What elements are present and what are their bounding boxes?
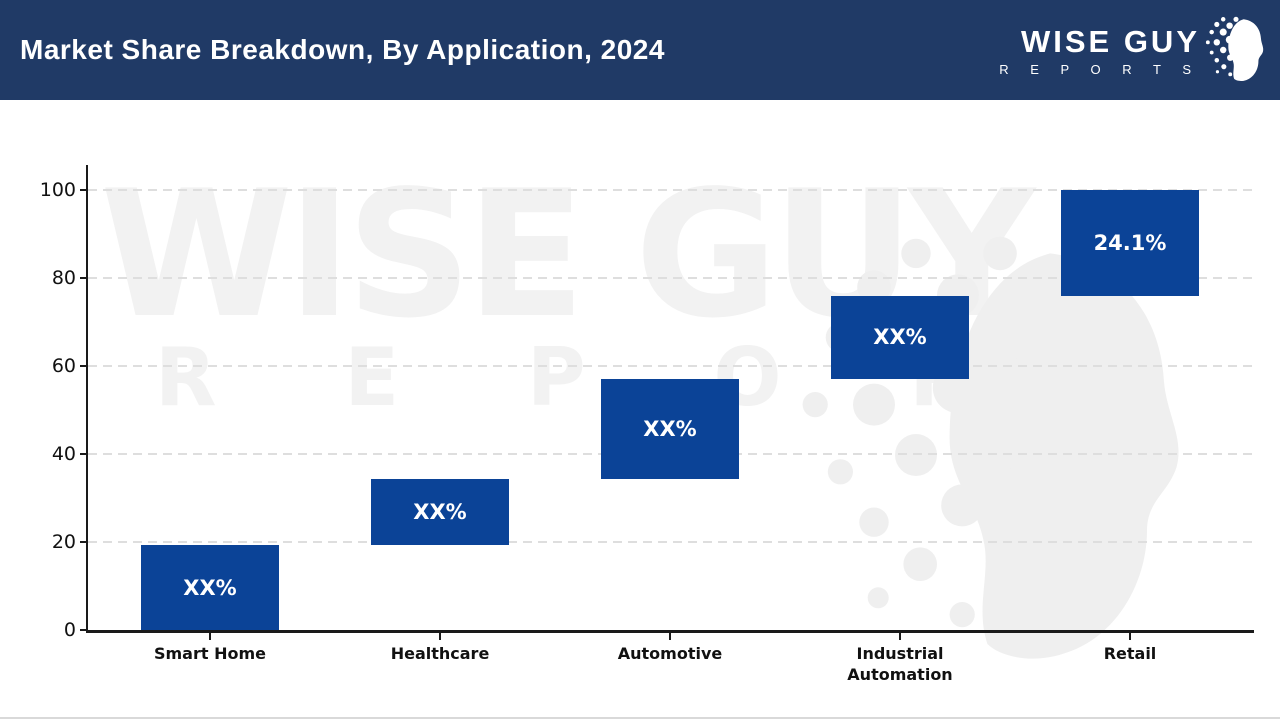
- y-tick-label: 40: [51, 443, 76, 465]
- y-tick-label: 20: [51, 531, 76, 553]
- x-tick-label-retail: Retail: [1103, 644, 1157, 663]
- bar-industrial-automation: XX%: [831, 296, 969, 379]
- wiseguy-logo: WISE GUY R E P O R T S: [999, 6, 1268, 94]
- y-tick-label: 100: [39, 179, 76, 201]
- x-tick-label-smart-home: Smart Home: [153, 644, 266, 663]
- header-banner: Market Share Breakdown, By Application, …: [0, 0, 1280, 100]
- x-tick-healthcare: [439, 633, 441, 640]
- bar-healthcare: XX%: [371, 478, 509, 546]
- bar-value-label: XX%: [183, 575, 237, 600]
- x-tick-smart-home: [209, 633, 211, 640]
- bar-value-label: XX%: [873, 325, 927, 350]
- gridline-60: [88, 365, 1254, 367]
- bar-smart-home: XX%: [141, 545, 279, 630]
- y-tick-label: 80: [51, 267, 76, 289]
- y-tick-label: 60: [51, 355, 76, 377]
- gridline-80: [88, 277, 1254, 279]
- y-tick-60: [80, 365, 88, 367]
- bottom-rule: [0, 717, 1280, 719]
- x-tick-label-automotive: Automotive: [617, 644, 723, 663]
- bar-retail: 24.1%: [1061, 190, 1199, 297]
- x-tick-automotive: [669, 633, 671, 640]
- y-tick-20: [80, 541, 88, 543]
- x-tick-label-healthcare: Healthcare: [390, 644, 490, 663]
- chart-title: Market Share Breakdown, By Application, …: [20, 34, 665, 65]
- logo-text: WISE GUY R E P O R T S: [999, 24, 1200, 77]
- x-tick-label-industrial-automation: Industrial Automation: [847, 644, 953, 684]
- y-axis-line: [86, 165, 88, 632]
- bar-automotive: XX%: [601, 378, 739, 479]
- gridline-100: [88, 189, 1254, 191]
- bar-value-label: XX%: [413, 499, 467, 524]
- x-axis-line: [86, 630, 1254, 633]
- waterfall-chart: WISE GUY R E P O R T S 0 20 40 60 80 100 XX% Sm…: [0, 100, 1280, 718]
- logo-tagline: R E P O R T S: [999, 61, 1200, 77]
- gridline-20: [88, 541, 1254, 543]
- x-tick-industrial-automation: [899, 633, 901, 640]
- logo-wordmark: WISE GUY: [1020, 23, 1200, 59]
- y-tick-40: [80, 453, 88, 455]
- y-tick-100: [80, 189, 88, 191]
- logo-face-icon: [1205, 16, 1264, 82]
- y-tick-80: [80, 277, 88, 279]
- bar-value-label: XX%: [643, 416, 697, 441]
- y-tick-0: [80, 629, 88, 631]
- bar-value-label: 24.1%: [1093, 231, 1167, 256]
- y-tick-label: 0: [63, 619, 76, 641]
- x-tick-retail: [1129, 633, 1131, 640]
